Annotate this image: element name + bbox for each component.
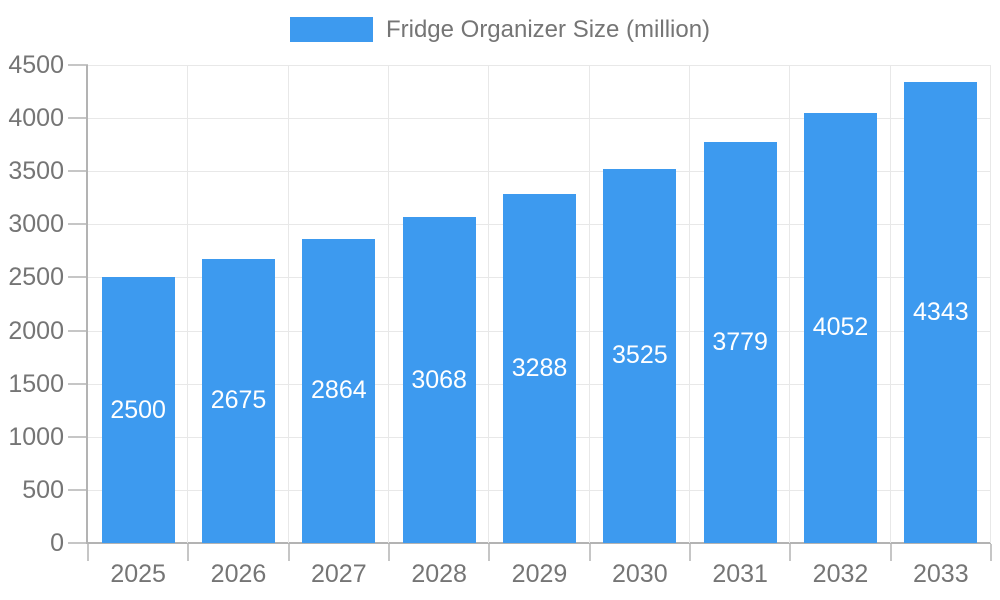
y-axis-tick (68, 223, 88, 226)
y-axis-label: 1000 (8, 422, 64, 451)
x-axis-tick (488, 544, 491, 561)
bar-value-label: 2500 (110, 395, 166, 424)
bar-2033[interactable]: 4343 (904, 81, 978, 543)
x-axis-tick (789, 544, 792, 561)
x-axis-tick (287, 544, 290, 561)
x-gridline (588, 65, 590, 543)
bar-value-label: 2675 (210, 386, 267, 415)
legend-item[interactable]: Fridge Organizer Size (million) (289, 16, 711, 43)
x-axis-tick (889, 544, 892, 561)
y-axis-line (86, 65, 88, 543)
x-axis-tick (187, 544, 190, 561)
plot-area: 2500 2675 2864 3068 3288 3525 3779 4052 4343 (88, 65, 991, 543)
legend-label: Fridge Organizer Size (million) (385, 16, 711, 43)
x-gridline (287, 65, 289, 543)
y-axis-label: 2000 (8, 316, 64, 345)
x-axis-label: 2028 (411, 560, 467, 588)
y-axis-label: 4000 (8, 104, 64, 133)
x-axis-tick (388, 544, 390, 561)
bar-2026[interactable]: 2675 (202, 258, 275, 543)
y-gridline (88, 171, 991, 173)
bar-2031[interactable]: 3779 (703, 141, 777, 543)
x-gridline (990, 65, 991, 543)
x-axis-tick (990, 544, 992, 561)
x-axis-label: 2025 (110, 560, 166, 588)
x-gridline (388, 65, 389, 543)
y-axis-label: 3500 (8, 157, 64, 186)
legend: Fridge Organizer Size (million) (0, 17, 1000, 42)
bar-2027[interactable]: 2864 (302, 238, 376, 543)
y-axis-label: 1500 (8, 369, 64, 398)
y-gridline (88, 65, 991, 66)
x-gridline (889, 65, 891, 543)
bar-value-label: 4343 (913, 297, 969, 326)
bar-value-label: 3068 (411, 365, 467, 394)
x-axis-label: 2032 (812, 560, 869, 588)
x-gridline (689, 65, 690, 543)
y-axis-tick (68, 64, 88, 66)
bar-2029[interactable]: 3288 (503, 193, 576, 543)
x-axis-label: 2031 (712, 560, 768, 588)
x-gridline (187, 65, 189, 543)
y-axis-tick (68, 542, 88, 544)
y-axis-tick (68, 488, 88, 491)
x-axis-label: 2027 (311, 560, 367, 588)
x-axis-tick (87, 544, 89, 561)
y-axis-tick (68, 276, 88, 279)
x-gridline (488, 65, 490, 543)
bar-2030[interactable]: 3525 (603, 168, 677, 543)
x-axis-tick (588, 544, 591, 561)
y-axis-label: 500 (22, 475, 64, 504)
y-axis-tick (68, 435, 88, 438)
bar-2028[interactable]: 3068 (402, 217, 476, 543)
y-gridline (88, 118, 991, 120)
y-axis-label: 0 (50, 529, 64, 557)
legend-swatch-icon (289, 17, 373, 42)
y-axis-tick (68, 382, 88, 385)
bar-value-label: 3525 (612, 341, 668, 370)
x-axis-label: 2026 (210, 560, 267, 588)
y-axis-label: 3000 (8, 210, 64, 239)
x-axis-line (86, 542, 991, 544)
x-axis-label: 2029 (511, 560, 568, 588)
y-axis-label: 2500 (8, 263, 64, 292)
y-axis-tick (68, 329, 88, 332)
x-axis-label: 2030 (612, 560, 668, 588)
y-axis-label: 4500 (8, 51, 64, 79)
y-axis-tick (68, 170, 88, 173)
x-axis-label: 2033 (913, 560, 969, 588)
bar-2025[interactable]: 2500 (101, 277, 175, 543)
bar-2032[interactable]: 4052 (804, 112, 877, 543)
x-gridline (789, 65, 791, 543)
x-axis-tick (689, 544, 691, 561)
bar-value-label: 3288 (511, 353, 568, 382)
bar-value-label: 3779 (712, 327, 768, 356)
bar-value-label: 2864 (311, 376, 367, 405)
bar-value-label: 4052 (812, 313, 869, 342)
y-axis-tick (68, 117, 88, 120)
